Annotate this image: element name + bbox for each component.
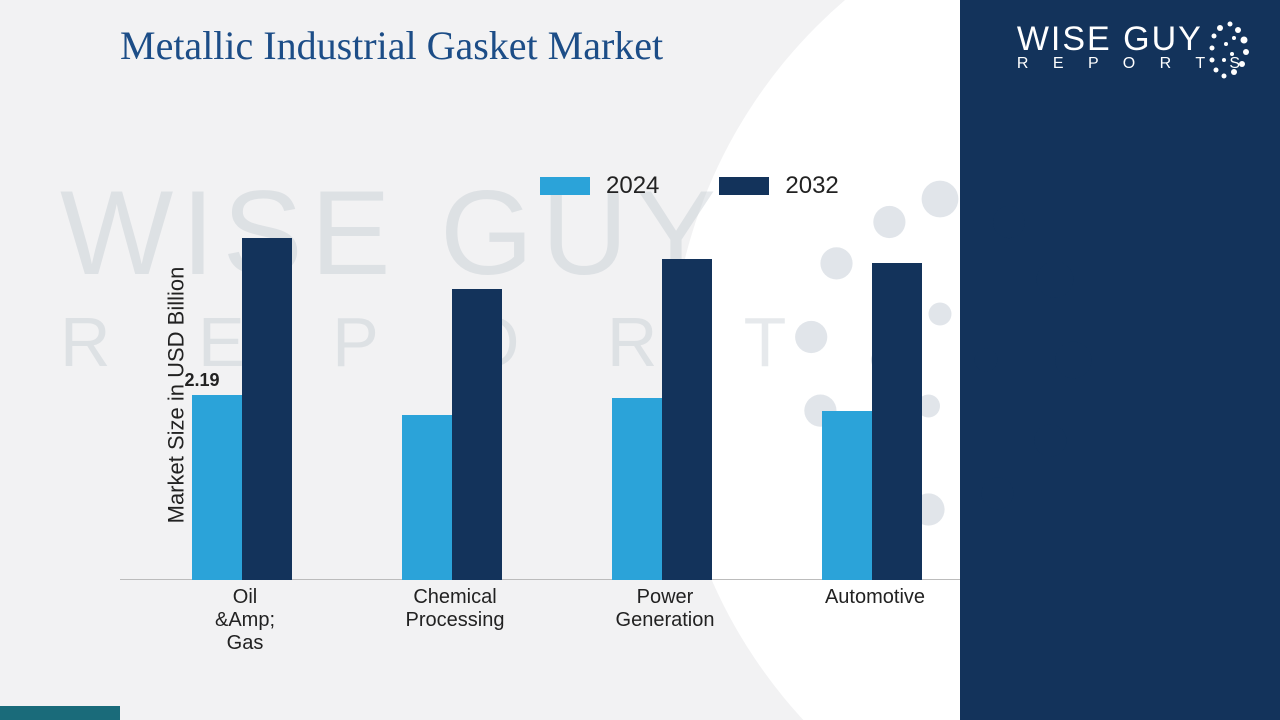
chart-title: Metallic Industrial Gasket Market — [120, 22, 663, 69]
bar-group: PowerGeneration — [590, 200, 740, 580]
bar-2032 — [452, 289, 502, 580]
plot-region: 2.19Oil&Amp;Gas ChemicalProcessing PowerGe… — [120, 200, 960, 580]
bar-value-label: 2.19 — [172, 370, 232, 391]
bar-group: 2.19Oil&Amp;Gas — [170, 200, 320, 580]
bottom-accent-bar — [0, 706, 120, 720]
bar-2032 — [242, 238, 292, 580]
x-axis-category-label: ChemicalProcessing — [365, 586, 545, 632]
right-panel — [960, 0, 1280, 720]
bar-2024 — [402, 415, 452, 580]
brand-logo: WISE GUY R E P O R T S — [1017, 20, 1250, 73]
bar-group: ChemicalProcessing — [380, 200, 530, 580]
brain-icon — [1176, 14, 1256, 94]
bar-2024 — [192, 395, 242, 580]
bar-2024 — [822, 411, 872, 580]
bar-group: Automotive — [800, 200, 950, 580]
x-axis-category-label: Automotive — [785, 586, 965, 609]
x-axis-category-label: Oil&Amp;Gas — [155, 586, 335, 655]
chart-area: Market Size in USD Billion 2.19Oil&Amp;G… — [90, 170, 960, 620]
bar-2032 — [662, 259, 712, 580]
bar-2024 — [612, 398, 662, 580]
canvas: WISE GUY R E P O R T S Metallic Industri… — [0, 0, 1280, 720]
bar-2032 — [872, 263, 922, 580]
x-axis-category-label: PowerGeneration — [575, 586, 755, 632]
